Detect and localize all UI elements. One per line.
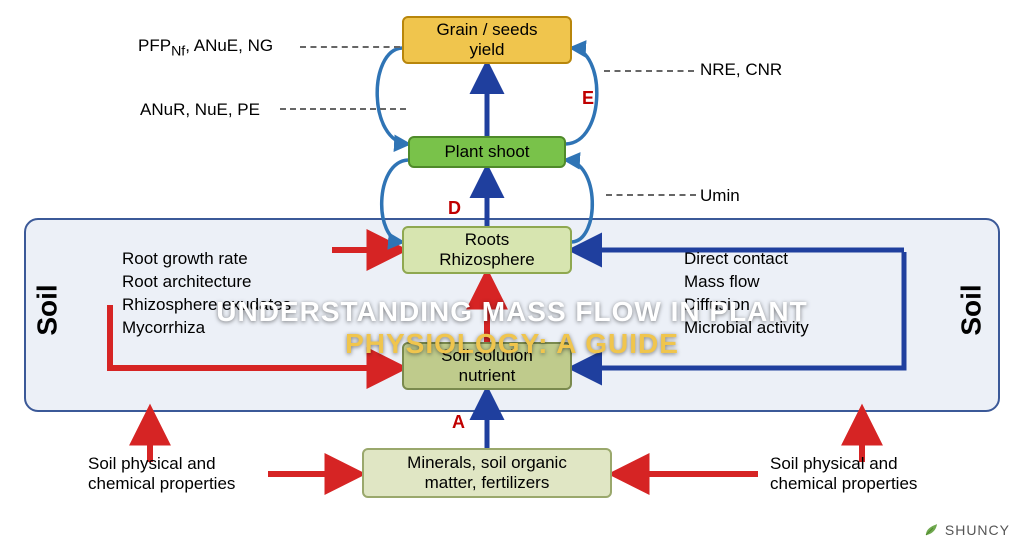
node-plant-shoot: Plant shoot: [408, 136, 566, 168]
annotation-nre: NRE, CNR: [700, 60, 782, 80]
list-item: Rhizosphere exudates: [122, 294, 332, 317]
node-label: Minerals, soil organicmatter, fertilizer…: [407, 453, 567, 494]
textbox-root-factors: Root growth rateRoot architectureRhizosp…: [122, 248, 332, 340]
soil-label-left: Soil: [32, 284, 64, 335]
annotation-pfp: PFPNf, ANuE, NG: [138, 36, 273, 59]
dashed-line: [604, 70, 694, 72]
node-label: RootsRhizosphere: [439, 230, 534, 271]
node-label: Plant shoot: [444, 142, 529, 162]
node-minerals: Minerals, soil organicmatter, fertilizer…: [362, 448, 612, 498]
watermark-text: SHUNCY: [945, 522, 1010, 538]
node-label: Grain / seedsyield: [436, 20, 537, 61]
list-item: Direct contact: [684, 248, 884, 271]
textbox-uptake-mechanisms: Direct contactMass flowDiffusionMicrobia…: [684, 248, 884, 340]
list-item: Diffusion: [684, 294, 884, 317]
list-item: Root growth rate: [122, 248, 332, 271]
edge-label-D: D: [448, 198, 461, 219]
annotation-anur: ANuR, NuE, PE: [140, 100, 260, 120]
annotation-soil-left: Soil physical andchemical properties: [88, 454, 235, 494]
annotation-soil-right: Soil physical andchemical properties: [770, 454, 917, 494]
list-item: Microbial activity: [684, 317, 884, 340]
edge-label-A: A: [452, 412, 465, 433]
list-item: Mycorrhiza: [122, 317, 332, 340]
dashed-line: [280, 108, 406, 110]
dashed-line: [606, 194, 696, 196]
list-item: Root architecture: [122, 271, 332, 294]
edge-label-E: E: [582, 88, 594, 109]
watermark: SHUNCY: [923, 522, 1010, 538]
node-grain-yield: Grain / seedsyield: [402, 16, 572, 64]
list-item: Mass flow: [684, 271, 884, 294]
node-label: Soil solutionnutrient: [441, 346, 533, 387]
node-roots: RootsRhizosphere: [402, 226, 572, 274]
leaf-icon: [923, 522, 939, 538]
dashed-line: [300, 46, 400, 48]
node-soil-solution: Soil solutionnutrient: [402, 342, 572, 390]
soil-label-right: Soil: [956, 284, 988, 335]
annotation-umin: Umin: [700, 186, 740, 206]
